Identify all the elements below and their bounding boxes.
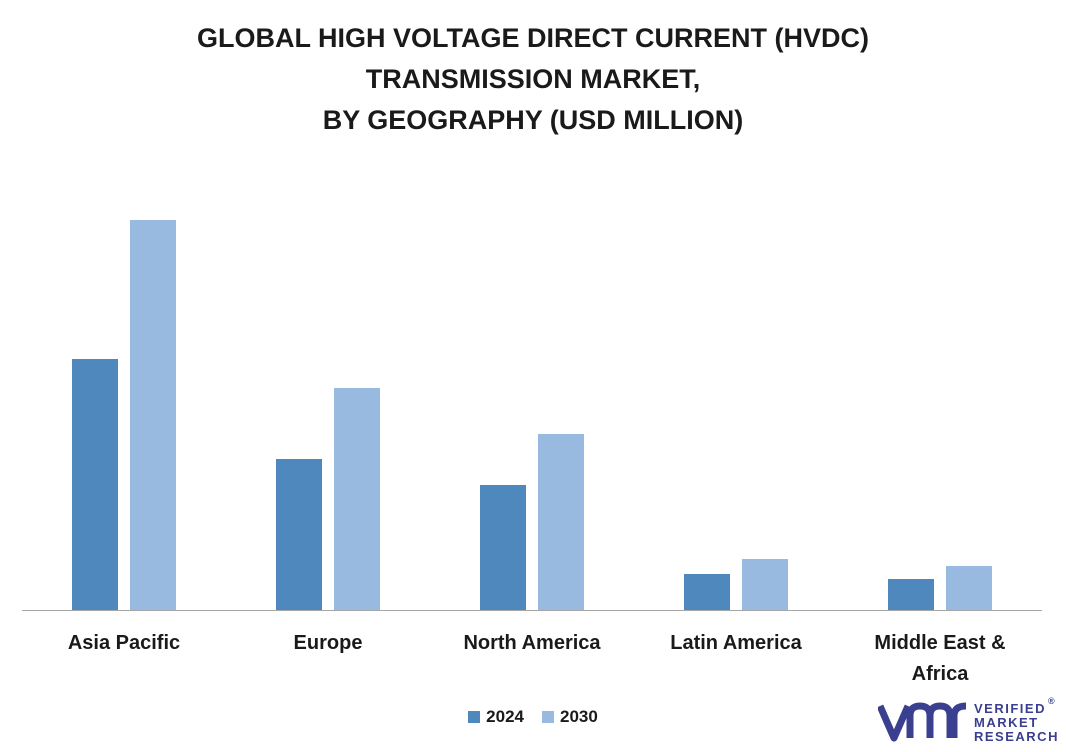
legend: 2024 2030 <box>0 707 1066 727</box>
logo-text-market: MARKET <box>974 715 1039 730</box>
bar-2030-europe <box>334 388 380 610</box>
logo-text-verified: VERIFIED <box>974 701 1046 716</box>
bar-2024-europe <box>276 459 322 610</box>
legend-swatch-2024 <box>468 711 481 723</box>
x-tick-label: Latin America <box>670 632 802 654</box>
bar-2024-north-america <box>480 485 526 610</box>
legend-label-2030: 2030 <box>560 707 598 726</box>
title-line-2: TRANSMISSION MARKET, <box>365 64 701 94</box>
x-tick-label: Africa <box>912 663 970 685</box>
x-tick-label: Europe <box>294 632 363 654</box>
x-tick-label: Middle East & <box>874 632 1005 654</box>
logo-text-research: RESEARCH <box>974 729 1059 744</box>
bar-2030-asia-pacific <box>130 220 176 610</box>
bar-2030-middle-east-africa <box>946 566 992 610</box>
legend-item-2030: 2030 <box>542 707 598 727</box>
bar-chart: Asia Pacific Europe North America Latin Ame… <box>22 220 1042 685</box>
legend-swatch-2030 <box>542 711 554 723</box>
registered-mark: ® <box>1048 696 1055 706</box>
bar-2024-middle-east-africa <box>888 579 934 610</box>
title-line-3: BY GEOGRAPHY (USD MILLION) <box>322 105 744 135</box>
title-line-1: GLOBAL HIGH VOLTAGE DIRECT CURRENT (HVDC… <box>197 23 869 53</box>
verified-market-research-logo: VERIFIED MARKET RESEARCH ® <box>876 696 1059 746</box>
legend-item-2024: 2024 <box>468 707 524 727</box>
legend-label-2024: 2024 <box>486 707 524 726</box>
bar-2030-latin-america <box>742 559 788 610</box>
chart-title: GLOBAL HIGH VOLTAGE DIRECT CURRENT (HVDC… <box>0 18 1066 141</box>
x-tick-label: Asia Pacific <box>68 632 180 654</box>
vmr-logo-icon <box>876 702 967 742</box>
x-tick-label: North America <box>463 632 601 654</box>
bar-2030-north-america <box>538 434 584 610</box>
bar-2024-latin-america <box>684 574 730 610</box>
bar-2024-asia-pacific <box>72 359 118 610</box>
